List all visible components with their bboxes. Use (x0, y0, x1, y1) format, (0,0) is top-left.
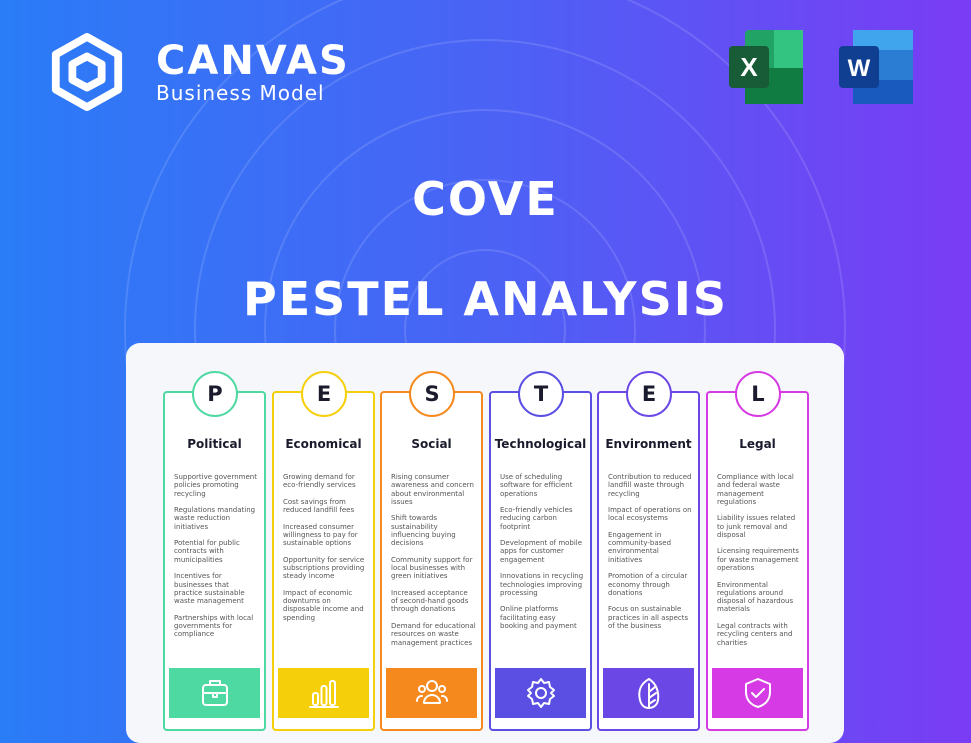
factor-list: Rising consumer awareness and concern ab… (391, 473, 476, 655)
factor-list: Use of scheduling software for efficient… (500, 473, 585, 638)
shield-check-icon (744, 678, 771, 708)
factor-item: Liability issues related to junk removal… (717, 514, 796, 539)
leaf-icon (637, 678, 659, 709)
excel-icon[interactable]: X (727, 28, 805, 106)
factor-item: Licensing requirements for waste managem… (717, 547, 799, 573)
column-title: Social (411, 437, 452, 451)
letter-badge: L (735, 371, 781, 417)
brand-logo: CANVAS Business Model (48, 30, 350, 114)
factor-item: Partnerships with local governments for … (174, 613, 254, 639)
factor-item: Opportunity for service subscriptions pr… (283, 555, 365, 581)
factor-item: Incentives for businesses that practice … (174, 572, 245, 606)
factor-item: Community support for local businesses w… (391, 555, 473, 581)
letter-badge: E (626, 371, 672, 417)
canvas-logo-icon (51, 33, 123, 111)
page-subtitle: PESTEL ANALYSIS (243, 272, 728, 326)
category-band (712, 668, 803, 718)
factor-item: Increased consumer willingness to pay fo… (283, 522, 358, 548)
category-band (603, 668, 694, 718)
svg-text:X: X (740, 52, 758, 82)
gear-icon (526, 678, 555, 708)
bar-chart-icon (308, 680, 339, 708)
factor-item: Contribution to reduced landfill waste t… (608, 473, 692, 498)
factor-item: Impact of operations on local ecosystems (608, 506, 692, 523)
letter-badge: T (518, 371, 564, 417)
pestel-column-economical: E Economical Growing demand for eco-friend… (272, 371, 375, 731)
factor-item: Potential for public contracts with muni… (174, 539, 240, 564)
factor-item: Engagement in community-based environmen… (608, 530, 672, 564)
factor-item: Impact of economic downturns on disposab… (283, 588, 364, 622)
brand-name: CANVAS (156, 38, 350, 84)
briefcase-icon (201, 680, 228, 706)
factor-list: Compliance with local and federal waste … (717, 473, 802, 655)
category-band (386, 668, 477, 718)
factor-item: Growing demand for eco-friendly services (283, 473, 356, 490)
factor-item: Compliance with local and federal waste … (717, 473, 794, 506)
factor-list: Contribution to reduced landfill waste t… (608, 473, 693, 638)
brand-tagline: Business Model (156, 81, 325, 105)
pestel-column-technological: T Technological Use of scheduling software… (489, 371, 592, 731)
letter-badge: P (192, 371, 238, 417)
factor-item: Promotion of a circular economy through … (608, 572, 688, 597)
people-icon (415, 680, 448, 704)
column-title: Environment (605, 437, 692, 451)
pestel-column-social: S Social Rising consumer awareness and con… (380, 371, 483, 731)
letter-badge: S (409, 371, 455, 417)
column-title: Legal (739, 437, 776, 451)
column-title: Political (187, 437, 242, 451)
factor-item: Innovations in recycling technologies im… (500, 572, 584, 597)
company-title: COVE (412, 172, 559, 226)
factor-item: Regulations mandating waste reduction in… (174, 506, 256, 531)
pestel-column-legal: L Legal Compliance with local and federal … (706, 371, 809, 731)
category-band (169, 668, 260, 718)
factor-item: Supportive government policies promoting… (174, 473, 257, 498)
pestel-card: P Political Supportive government policies… (126, 343, 844, 743)
svg-text:W: W (848, 55, 871, 82)
factor-item: Shift towards sustainability influencing… (391, 514, 456, 548)
factor-item: Rising consumer awareness and concern ab… (391, 473, 474, 506)
column-title: Economical (285, 437, 362, 451)
factor-item: Eco-friendly vehicles reducing carbon fo… (500, 506, 573, 531)
factor-item: Environmental regulations around disposa… (717, 580, 794, 614)
factor-item: Demand for educational resources on wast… (391, 621, 476, 647)
factor-item: Development of mobile apps for customer … (500, 539, 583, 564)
word-icon[interactable]: W (837, 28, 915, 106)
factor-item: Cost savings from reduced landfill fees (283, 497, 355, 515)
factor-item: Legal contracts with recycling centers a… (717, 621, 793, 647)
column-title: Technological (494, 437, 587, 451)
category-band (278, 668, 369, 718)
factor-list: Growing demand for eco-friendly services… (283, 473, 368, 630)
factor-item: Use of scheduling software for efficient… (500, 473, 573, 498)
factor-list: Supportive government policies promoting… (174, 473, 259, 647)
factor-item: Online platforms facilitating easy booki… (500, 605, 577, 630)
factor-item: Focus on sustainable practices in all as… (608, 605, 689, 630)
category-band (495, 668, 586, 718)
pestel-column-political: P Political Supportive government policies… (163, 371, 266, 731)
letter-badge: E (301, 371, 347, 417)
pestel-column-environment: E Environment Contribution to reduced land… (597, 371, 700, 731)
factor-item: Increased acceptance of second-hand good… (391, 588, 469, 614)
